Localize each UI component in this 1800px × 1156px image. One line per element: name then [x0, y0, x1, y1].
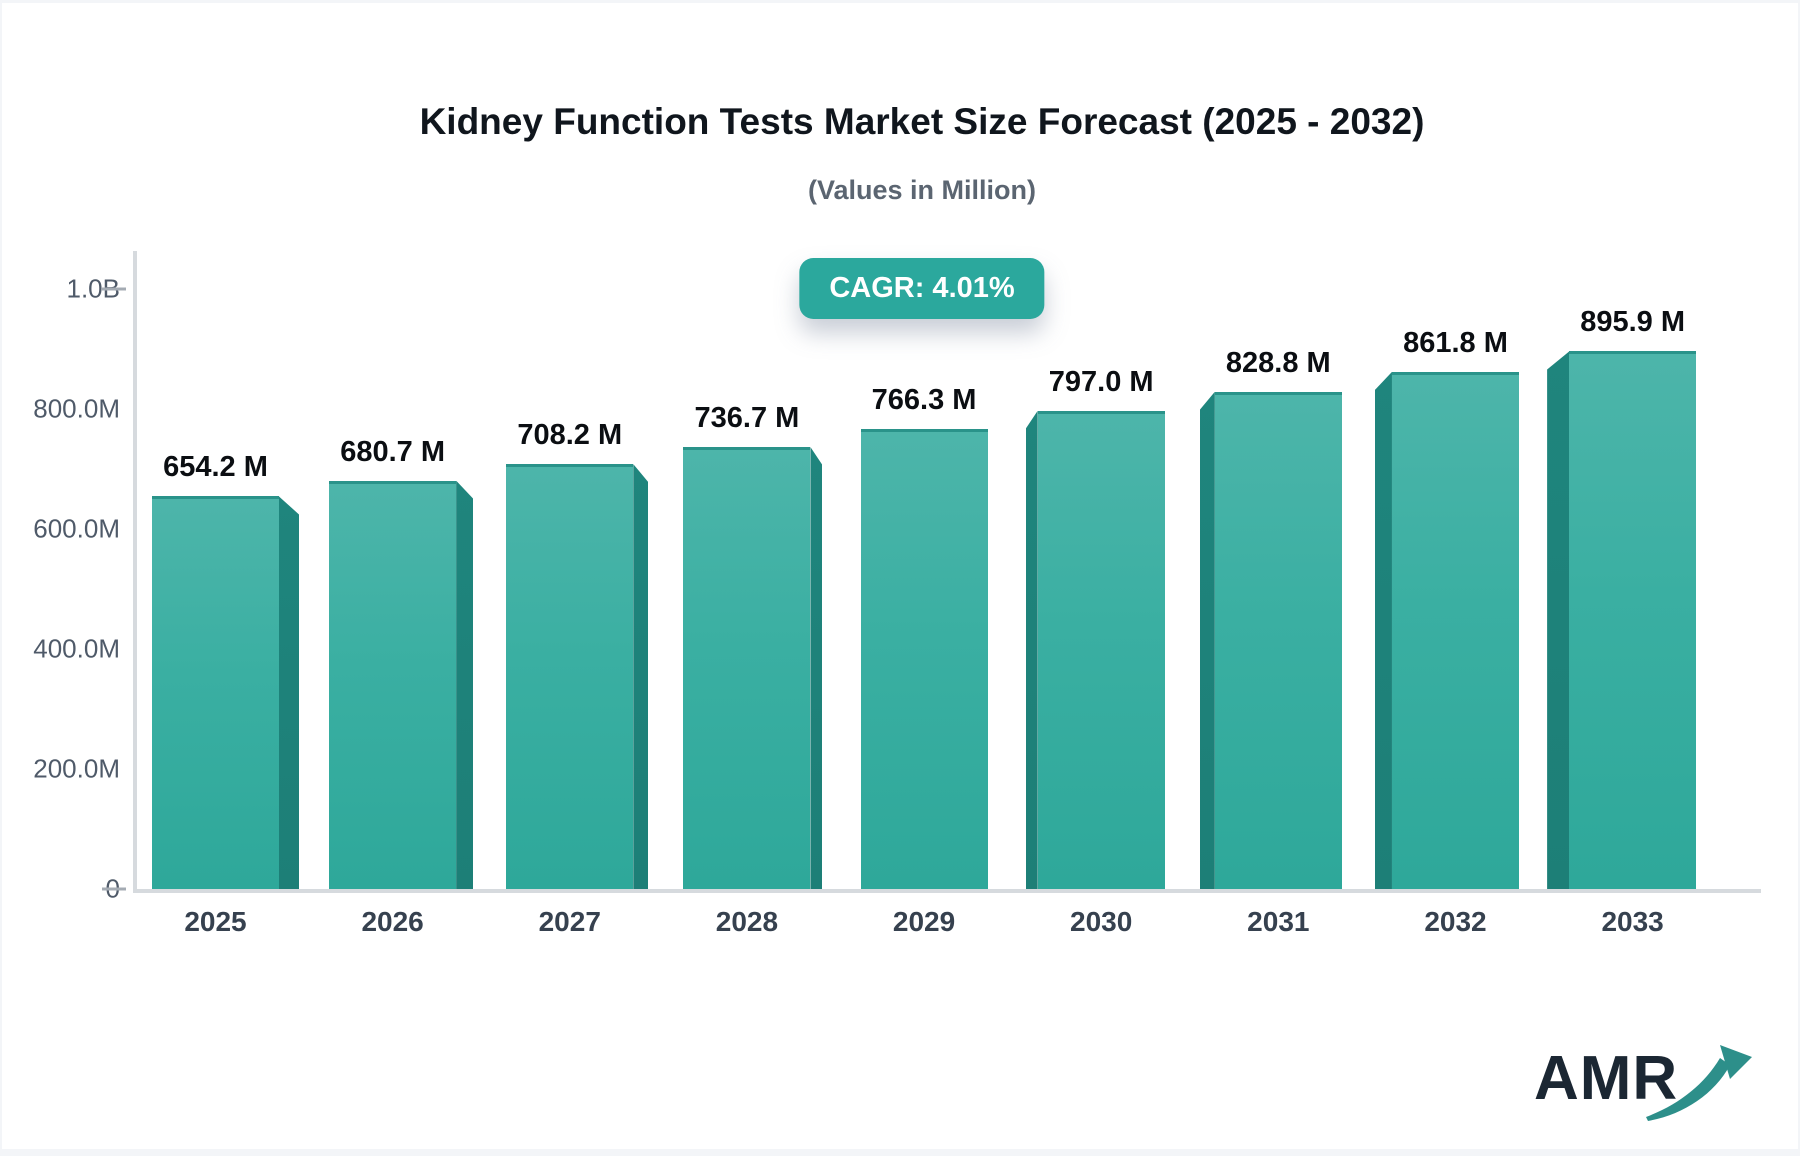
bar-value-label: 797.0 M [1048, 365, 1154, 398]
bar-2026 [329, 480, 474, 889]
x-axis-line [133, 889, 1761, 893]
bar-3d-side [1025, 410, 1038, 889]
cagr-badge: CAGR: 4.01% [799, 258, 1045, 319]
bar-value-label: 766.3 M [871, 384, 977, 417]
bar-face [506, 464, 634, 889]
chart-subtitle: (Values in Million) [807, 175, 1037, 205]
bar-3d-side [633, 464, 649, 889]
amr-logo-text: AMR [1534, 1044, 1679, 1113]
bar-3d-side [456, 480, 474, 889]
x-axis-label-2025: 2025 [184, 906, 247, 937]
bar-value-label: 828.8 M [1225, 346, 1331, 379]
x-axis-label-2028: 2028 [715, 906, 779, 937]
y-axis-tick-label: 400.0M [33, 633, 120, 664]
bar-value-label: 861.8 M [1403, 326, 1508, 359]
bar-face [329, 480, 457, 889]
amr-logo: AMR [1534, 1035, 1752, 1125]
chart-card: Kidney Function Tests Market Size Foreca… [2, 3, 1798, 1149]
y-axis-tick-dash [102, 887, 126, 891]
y-axis-tick-label: 800.0M [33, 393, 120, 424]
growth-arrow-icon [1646, 1045, 1752, 1121]
bar-value-label: 654.2 M [163, 451, 268, 484]
bar-value-label: 736.7 M [694, 401, 800, 434]
bar-value-label: 708.2 M [517, 419, 623, 452]
bar-2032 [1374, 371, 1519, 889]
bar-3d-side [810, 446, 823, 889]
x-axis-label-2030: 2030 [1070, 906, 1133, 937]
bar-2029 [860, 429, 988, 889]
y-axis-tick-label: 600.0M [33, 513, 120, 544]
x-axis-label-2033: 2033 [1601, 906, 1664, 937]
x-axis-label-2029: 2029 [892, 906, 956, 937]
y-axis-tick-label: 200.0M [33, 753, 120, 784]
bar-face [860, 429, 988, 889]
bar-value-label: 895.9 M [1580, 306, 1685, 339]
x-axis-label-2032: 2032 [1424, 906, 1487, 937]
bar-face [1037, 410, 1165, 889]
bar-2031 [1199, 391, 1342, 889]
x-axis-label-2026: 2026 [361, 906, 424, 937]
bar-2028 [683, 446, 823, 889]
bar-face [1569, 351, 1697, 889]
bar-face [683, 446, 811, 889]
x-axis-label-2027: 2027 [538, 906, 601, 937]
bar-2033 [1547, 351, 1697, 889]
bar-3d-side [1374, 371, 1392, 889]
bar-2025 [152, 496, 299, 889]
bar-face [1214, 391, 1342, 889]
y-axis-line [133, 251, 137, 893]
bar-value-label: 680.7 M [340, 435, 446, 468]
bar-3d-side [1547, 351, 1570, 889]
x-axis-label-2031: 2031 [1247, 906, 1310, 937]
bar-face [152, 496, 279, 889]
bar-3d-side [1199, 391, 1215, 889]
bar-3d-side [279, 496, 299, 889]
y-axis-tick-dash [102, 287, 126, 291]
chart-title: Kidney Function Tests Market Size Foreca… [419, 101, 1425, 142]
bar-face [1391, 371, 1519, 889]
bar-2027 [506, 464, 649, 889]
bar-2030 [1025, 410, 1165, 889]
